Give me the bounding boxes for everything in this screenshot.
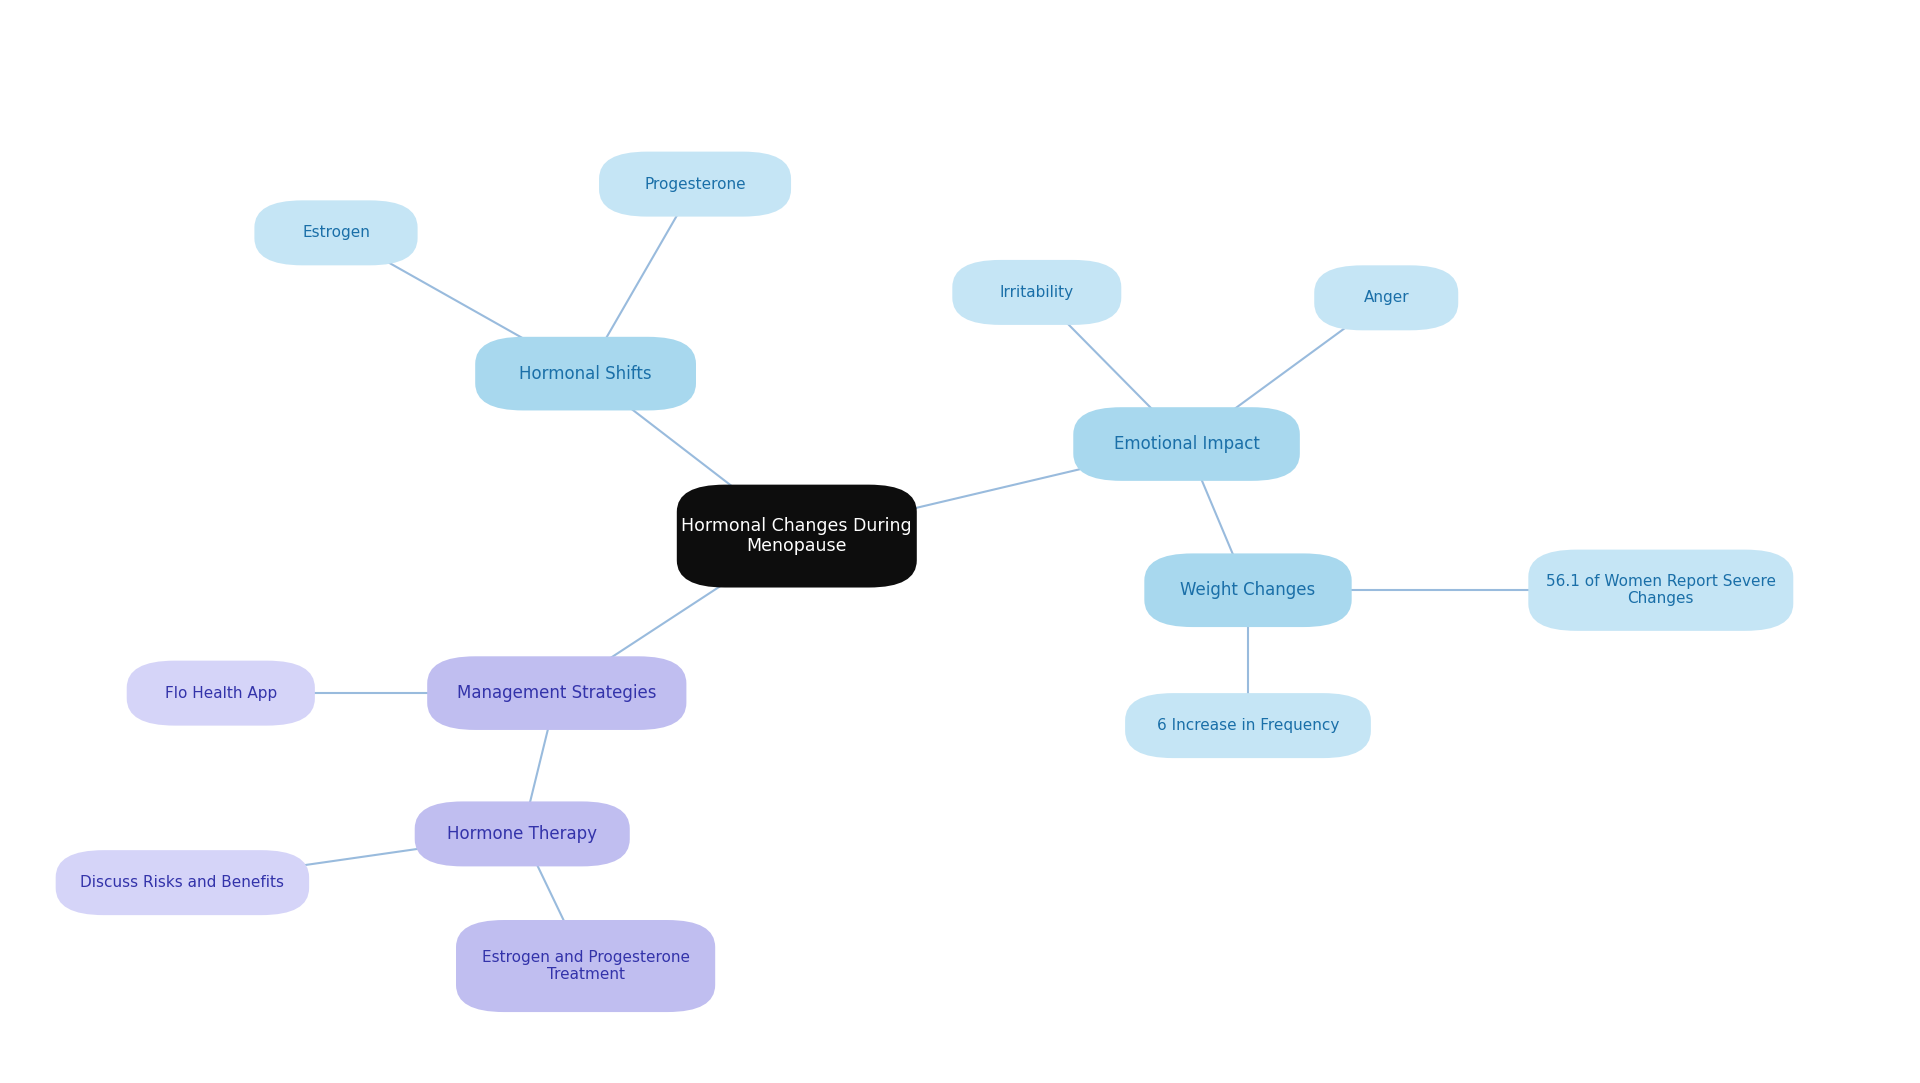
FancyBboxPatch shape <box>599 152 791 217</box>
Text: Hormone Therapy: Hormone Therapy <box>447 825 597 843</box>
Text: 6 Increase in Frequency: 6 Increase in Frequency <box>1158 718 1338 733</box>
FancyBboxPatch shape <box>1313 265 1459 330</box>
Text: Estrogen and Progesterone
Treatment: Estrogen and Progesterone Treatment <box>482 950 689 982</box>
Text: Progesterone: Progesterone <box>645 177 745 192</box>
Text: Flo Health App: Flo Health App <box>165 686 276 701</box>
Text: Management Strategies: Management Strategies <box>457 684 657 702</box>
FancyBboxPatch shape <box>952 260 1121 325</box>
Text: Discuss Risks and Benefits: Discuss Risks and Benefits <box>81 875 284 890</box>
FancyBboxPatch shape <box>56 850 309 915</box>
FancyBboxPatch shape <box>1073 407 1300 481</box>
Text: 56.1 of Women Report Severe
Changes: 56.1 of Women Report Severe Changes <box>1546 574 1776 606</box>
FancyBboxPatch shape <box>1144 553 1352 627</box>
Text: Anger: Anger <box>1363 290 1409 305</box>
Text: Emotional Impact: Emotional Impact <box>1114 435 1260 453</box>
Text: Hormonal Shifts: Hormonal Shifts <box>518 365 653 382</box>
Text: Estrogen: Estrogen <box>301 225 371 240</box>
FancyBboxPatch shape <box>457 919 714 1012</box>
FancyBboxPatch shape <box>127 661 315 726</box>
FancyBboxPatch shape <box>1528 549 1793 630</box>
FancyBboxPatch shape <box>476 337 695 410</box>
Text: Weight Changes: Weight Changes <box>1181 582 1315 599</box>
FancyBboxPatch shape <box>415 801 630 866</box>
FancyBboxPatch shape <box>676 485 918 587</box>
FancyBboxPatch shape <box>253 200 417 265</box>
Text: Hormonal Changes During
Menopause: Hormonal Changes During Menopause <box>682 517 912 556</box>
FancyBboxPatch shape <box>1125 693 1371 758</box>
Text: Irritability: Irritability <box>1000 285 1073 300</box>
FancyBboxPatch shape <box>426 656 687 730</box>
